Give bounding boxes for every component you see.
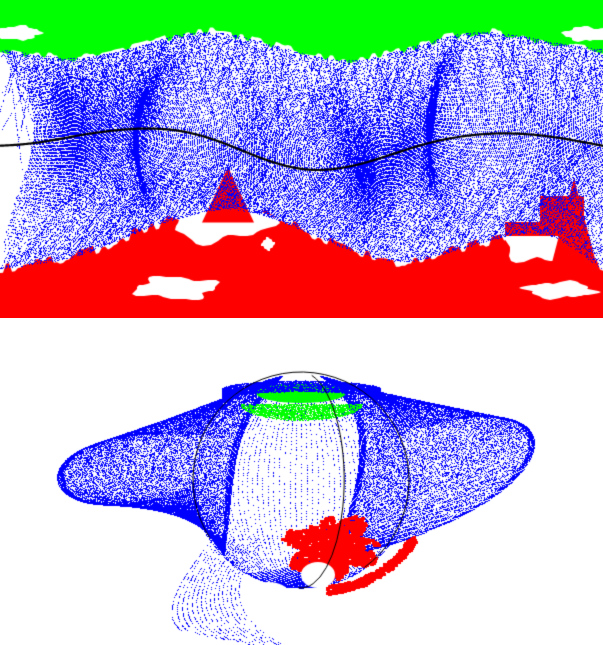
map-canvas xyxy=(0,0,603,318)
perspective-globe-panel xyxy=(0,318,603,645)
globe-canvas xyxy=(0,318,603,645)
equirectangular-map-panel xyxy=(0,0,603,318)
